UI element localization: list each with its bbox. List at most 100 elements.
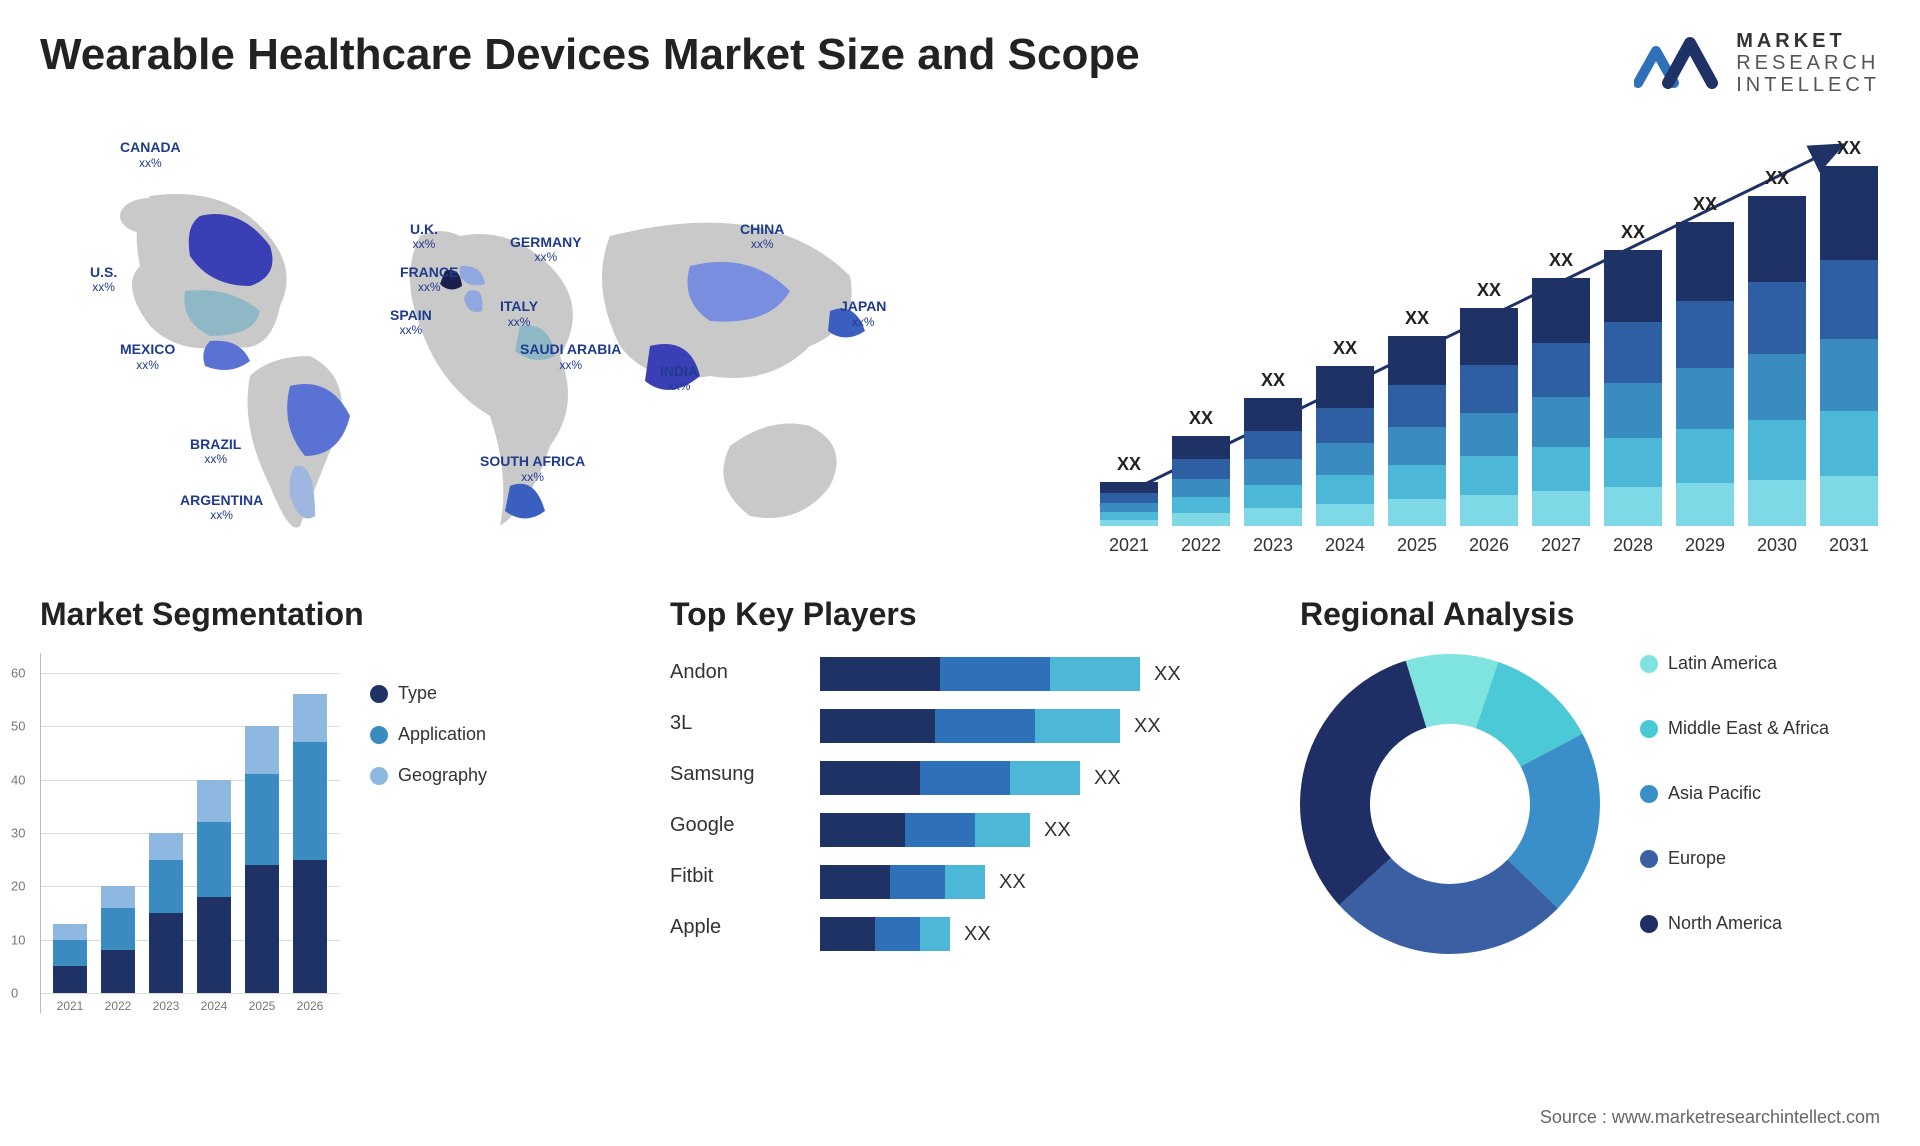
map-label: U.S.xx% bbox=[90, 264, 117, 295]
seg-year-label: 2021 bbox=[53, 999, 87, 1013]
seg-year-label: 2026 bbox=[293, 999, 327, 1013]
player-value: XX bbox=[1044, 819, 1071, 842]
seg-ytick: 10 bbox=[11, 932, 25, 947]
growth-chart: XXXXXXXXXXXXXXXXXXXXXX 20212022202320242… bbox=[1080, 126, 1880, 556]
seg-year-label: 2025 bbox=[245, 999, 279, 1013]
segmentation-title: Market Segmentation bbox=[40, 596, 620, 633]
map-label: CANADAxx% bbox=[120, 139, 181, 170]
map-label: GERMANYxx% bbox=[510, 234, 582, 265]
growth-year-label: 2026 bbox=[1460, 535, 1518, 556]
seg-bar bbox=[293, 694, 327, 993]
players-bars: XXXXXXXXXXXX bbox=[820, 653, 1250, 951]
source-text: Source : www.marketresearchintellect.com bbox=[1540, 1107, 1880, 1128]
growth-bar-label: XX bbox=[1604, 222, 1662, 243]
seg-ytick: 40 bbox=[11, 772, 25, 787]
seg-bar bbox=[149, 833, 183, 993]
growth-bar: XX bbox=[1820, 166, 1878, 526]
growth-year-label: 2031 bbox=[1820, 535, 1878, 556]
player-bar-row: XX bbox=[820, 657, 1250, 691]
seg-bar bbox=[245, 726, 279, 993]
player-value: XX bbox=[964, 923, 991, 946]
growth-bar-label: XX bbox=[1676, 194, 1734, 215]
players-names: Andon 3L Samsung Google Fitbit Apple bbox=[670, 653, 800, 939]
brand-logo: MARKET RESEARCH INTELLECT bbox=[1634, 30, 1880, 96]
growth-bar-label: XX bbox=[1244, 370, 1302, 391]
logo-text-1: MARKET bbox=[1736, 30, 1880, 52]
map-label: MEXICOxx% bbox=[120, 341, 175, 372]
map-label: SAUDI ARABIAxx% bbox=[520, 341, 621, 372]
player-bar-row: XX bbox=[820, 917, 1250, 951]
growth-bar-label: XX bbox=[1316, 338, 1374, 359]
players-panel: Top Key Players Andon 3L Samsung Google Fitb… bbox=[670, 596, 1250, 1076]
map-label: FRANCExx% bbox=[400, 264, 458, 295]
seg-legend-item: Application bbox=[370, 724, 487, 745]
map-label: CHINAxx% bbox=[740, 221, 784, 252]
logo-text-3: INTELLECT bbox=[1736, 74, 1880, 96]
world-map: CANADAxx% U.S.xx% MEXICOxx% BRAZILxx% ARGENT… bbox=[40, 126, 1040, 556]
growth-year-label: 2024 bbox=[1316, 535, 1374, 556]
growth-bar: XX bbox=[1604, 250, 1662, 526]
player-name: Andon bbox=[670, 661, 800, 684]
player-name: Google bbox=[670, 814, 800, 837]
seg-legend-item: Geography bbox=[370, 765, 487, 786]
players-title: Top Key Players bbox=[670, 596, 1250, 633]
growth-bar: XX bbox=[1244, 398, 1302, 526]
regional-donut bbox=[1300, 654, 1600, 954]
map-label: ARGENTINAxx% bbox=[180, 492, 263, 523]
growth-bar-label: XX bbox=[1172, 408, 1230, 429]
page-title: Wearable Healthcare Devices Market Size … bbox=[40, 30, 1140, 80]
growth-bar-label: XX bbox=[1820, 138, 1878, 159]
regional-legend: Latin America Middle East & Africa Asia Pa… bbox=[1640, 653, 1829, 954]
growth-bar: XX bbox=[1100, 482, 1158, 526]
growth-year-label: 2028 bbox=[1604, 535, 1662, 556]
player-bar-row: XX bbox=[820, 761, 1250, 795]
map-label: U.K.xx% bbox=[410, 221, 438, 252]
player-value: XX bbox=[1154, 663, 1181, 686]
regional-panel: Regional Analysis Latin America Middle Ea… bbox=[1300, 596, 1880, 1076]
regional-legend-item: Asia Pacific bbox=[1640, 783, 1829, 804]
player-name: Fitbit bbox=[670, 865, 800, 888]
growth-bar: XX bbox=[1532, 278, 1590, 526]
growth-year-label: 2030 bbox=[1748, 535, 1806, 556]
logo-mark-icon bbox=[1634, 33, 1724, 93]
player-bar-row: XX bbox=[820, 813, 1250, 847]
seg-bar bbox=[101, 886, 135, 993]
growth-bar: XX bbox=[1172, 436, 1230, 526]
growth-bar-label: XX bbox=[1748, 168, 1806, 189]
growth-year-label: 2025 bbox=[1388, 535, 1446, 556]
logo-text-2: RESEARCH bbox=[1736, 52, 1880, 74]
seg-ytick: 50 bbox=[11, 719, 25, 734]
growth-bar-label: XX bbox=[1388, 308, 1446, 329]
segmentation-legend: TypeApplicationGeography bbox=[370, 683, 487, 1076]
seg-bar bbox=[197, 780, 231, 993]
map-label: JAPANxx% bbox=[840, 298, 886, 329]
map-label: BRAZILxx% bbox=[190, 436, 241, 467]
seg-year-label: 2022 bbox=[101, 999, 135, 1013]
growth-year-label: 2021 bbox=[1100, 535, 1158, 556]
segmentation-chart: 0102030405060202120222023202420252026 bbox=[40, 653, 340, 1013]
player-name: Samsung bbox=[670, 763, 800, 786]
growth-year-label: 2022 bbox=[1172, 535, 1230, 556]
seg-year-label: 2023 bbox=[149, 999, 183, 1013]
player-name: 3L bbox=[670, 712, 800, 735]
growth-bar: XX bbox=[1460, 308, 1518, 526]
seg-bar bbox=[53, 924, 87, 993]
map-label: INDIAxx% bbox=[660, 363, 698, 394]
growth-bar: XX bbox=[1316, 366, 1374, 526]
map-label: ITALYxx% bbox=[500, 298, 538, 329]
player-name: Apple bbox=[670, 916, 800, 939]
seg-ytick: 30 bbox=[11, 826, 25, 841]
growth-bar-label: XX bbox=[1460, 280, 1518, 301]
regional-legend-item: Middle East & Africa bbox=[1640, 718, 1829, 739]
map-label: SPAINxx% bbox=[390, 307, 432, 338]
growth-year-label: 2027 bbox=[1532, 535, 1590, 556]
growth-year-label: 2023 bbox=[1244, 535, 1302, 556]
player-value: XX bbox=[999, 871, 1026, 894]
player-value: XX bbox=[1094, 767, 1121, 790]
growth-bar-label: XX bbox=[1532, 250, 1590, 271]
donut-slice bbox=[1300, 660, 1426, 904]
regional-legend-item: Europe bbox=[1640, 848, 1829, 869]
regional-legend-item: Latin America bbox=[1640, 653, 1829, 674]
growth-bar-label: XX bbox=[1100, 454, 1158, 475]
regional-title: Regional Analysis bbox=[1300, 596, 1880, 633]
